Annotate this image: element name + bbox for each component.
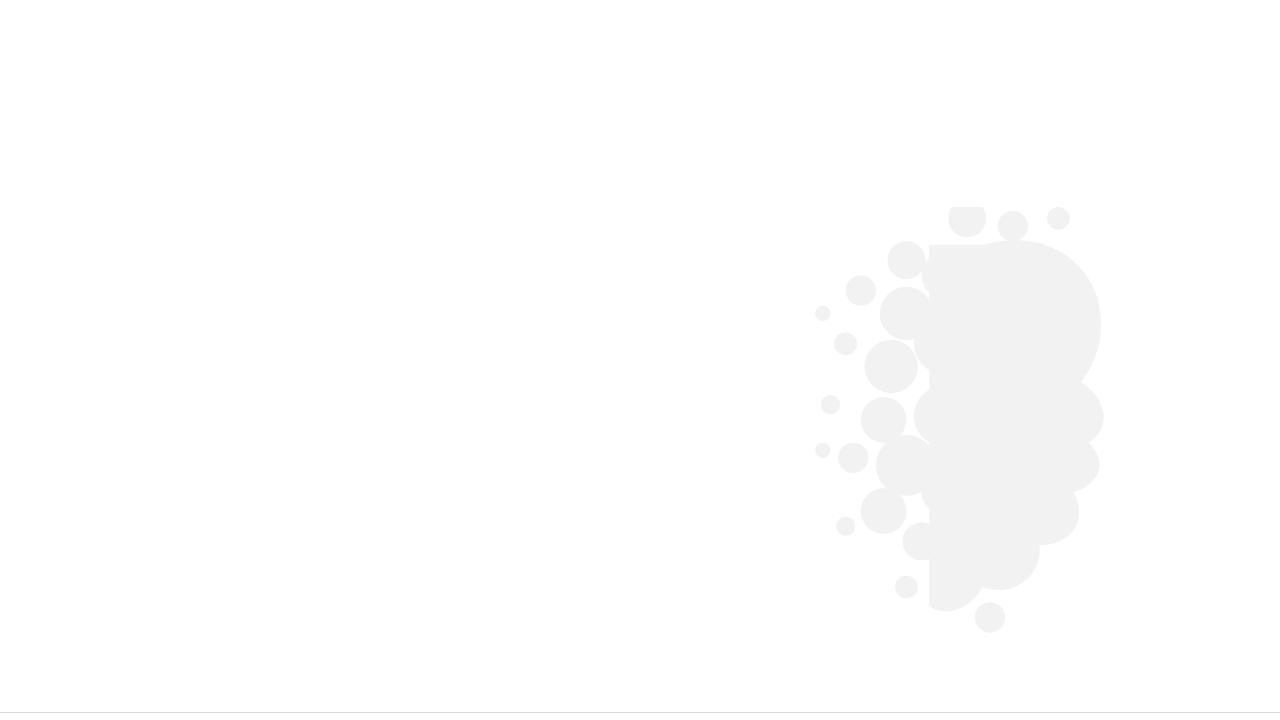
y-axis-line: [111, 153, 113, 629]
footer-divider: [0, 712, 1280, 713]
logo-face-icon: [1213, 14, 1263, 86]
x-axis-line: [111, 626, 1232, 628]
header-bar: [0, 0, 1280, 97]
plot-region: [0, 97, 1280, 713]
wiseguy-logo: [1208, 10, 1272, 88]
footer-bar: [0, 713, 1280, 720]
chart-canvas: [0, 97, 1280, 713]
